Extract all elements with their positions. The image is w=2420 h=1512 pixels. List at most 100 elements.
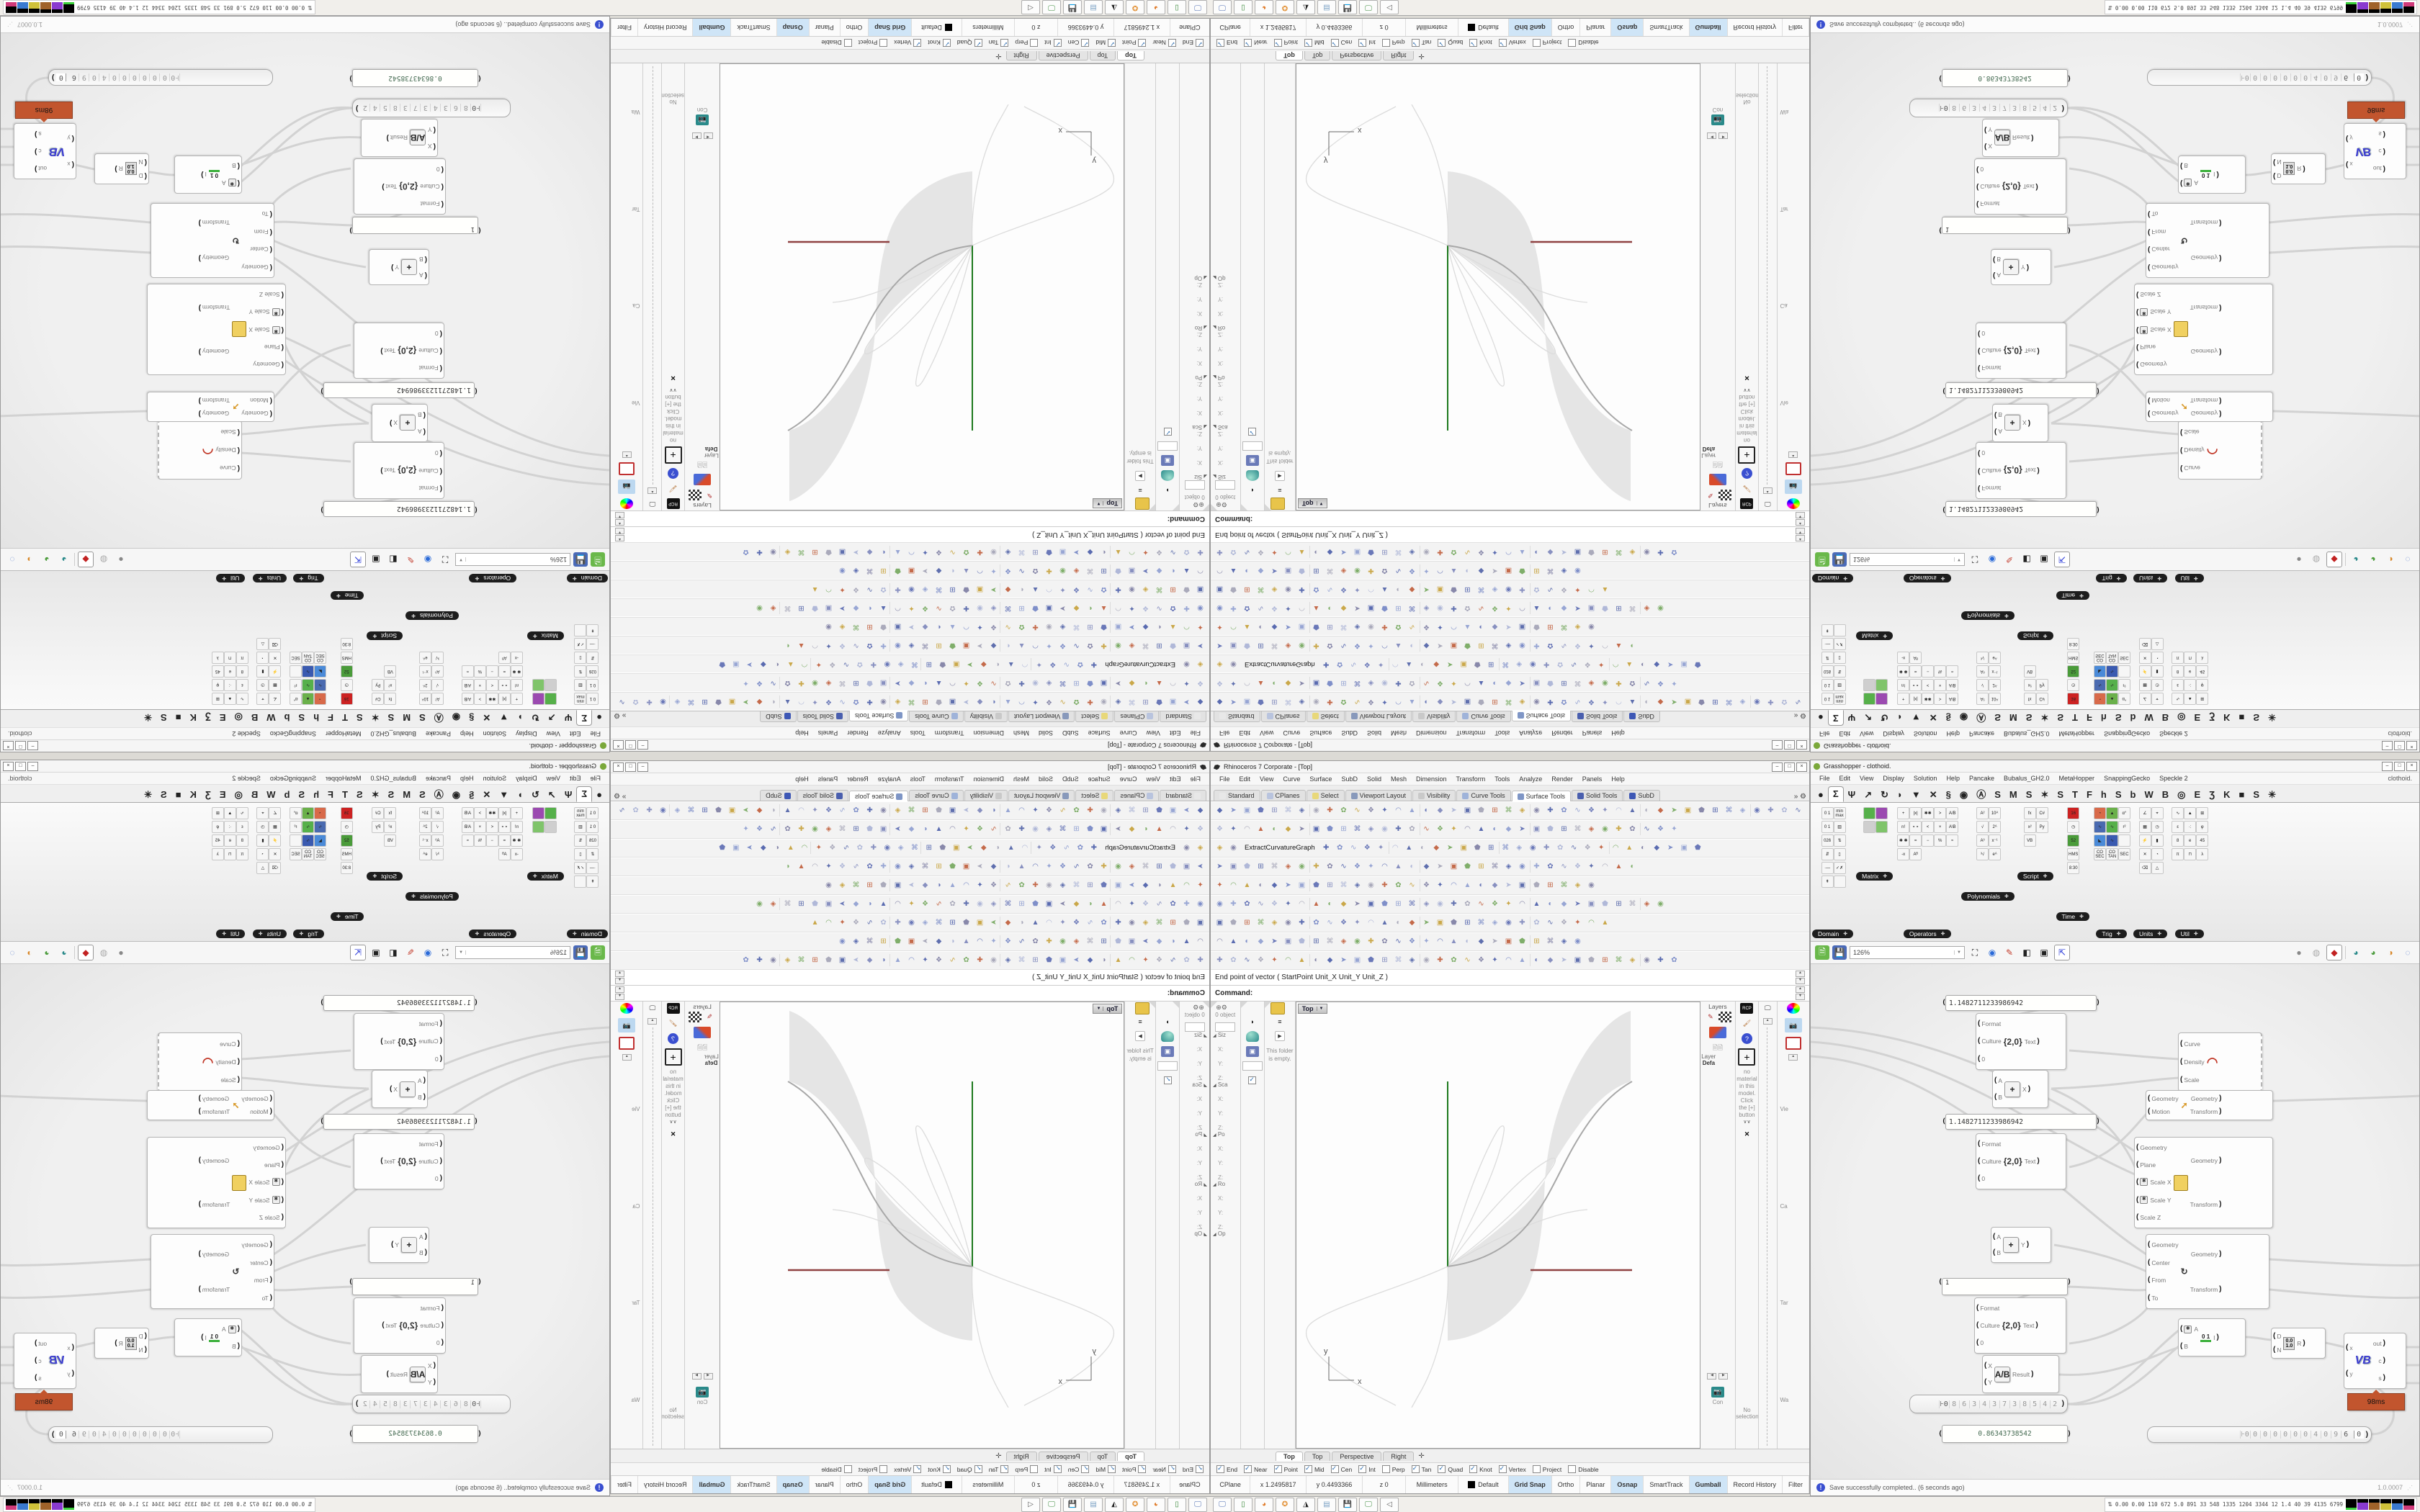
gh-group-bar-script[interactable]: Script ✚	[367, 872, 403, 881]
osnap-near[interactable]: Near	[1152, 1465, 1175, 1473]
toolbar-icon[interactable]: ➤	[892, 677, 904, 689]
close-icon[interactable]: ✕	[1740, 372, 1753, 383]
toolbar-icon[interactable]: ✚	[1365, 935, 1377, 948]
preview-shaded-icon[interactable]: ◆	[78, 945, 94, 960]
gh-component-icon[interactable]: ▮	[2151, 665, 2164, 678]
gh-group-bar-util[interactable]: Util ✚	[216, 930, 245, 938]
toolbar-icon[interactable]: ∿	[1167, 954, 1179, 966]
toolbar-icon[interactable]: ✦	[1029, 696, 1041, 708]
toolbar-icon[interactable]: ⌘	[1351, 823, 1363, 835]
menu-item-mesh[interactable]: Mesh	[1009, 729, 1034, 737]
rhino-titlebar[interactable]: Rhinoceros 7 Corporate - [Top] – □ ×	[611, 739, 1209, 751]
wire-nub[interactable]: (	[1978, 485, 1980, 491]
gh-tab-9[interactable]: ◉	[1955, 710, 1972, 724]
gh-component[interactable]: (✱ A(B 0 1 I)	[174, 1318, 242, 1356]
wire-nub[interactable]: (	[1978, 1158, 1980, 1164]
viewport-tab-right[interactable]: Right	[1383, 1452, 1414, 1461]
menu-item-panels[interactable]: Panels	[1578, 775, 1607, 783]
menu-item-panels[interactable]: Panels	[814, 729, 843, 737]
toolbar-icon[interactable]: ◠	[795, 696, 807, 708]
toolbar-icon[interactable]: ⊞	[1613, 602, 1625, 614]
toolbar-icon[interactable]: ➤	[974, 860, 986, 873]
toolbar-icon[interactable]: ✚	[753, 954, 766, 966]
toolbar-icon[interactable]: ◐	[919, 823, 931, 835]
toolbar-icon[interactable]: ▲	[877, 602, 890, 614]
toolbar-icon[interactable]: ▣	[1585, 898, 1597, 910]
toolbar-icon[interactable]: ⌘	[933, 917, 945, 929]
wire-nub[interactable]: (	[270, 1277, 272, 1283]
toolbar-icon[interactable]: ✚	[960, 898, 972, 910]
gh-digit-scroller[interactable]: ⊦0 8 6 3 4 3 7 3 8 5 4 2)	[352, 1395, 511, 1413]
checkbox-icon[interactable]	[1054, 1465, 1062, 1473]
toolbar-icon[interactable]: ✦	[1365, 639, 1377, 652]
status-toggle-smarttrack[interactable]: SmartTrack	[731, 1476, 776, 1493]
toolbar-icon[interactable]: ⊞	[877, 564, 890, 577]
gh-runtime-badge[interactable]: 98ms	[15, 1393, 73, 1410]
checkbox-icon[interactable]	[844, 39, 852, 47]
gh-component-icon[interactable]: ✱✱	[486, 693, 498, 705]
toolbar-icon[interactable]: ◐	[1392, 917, 1404, 929]
gh-digit-scroller[interactable]: ⊦0 0 0 0 0 0 0 4 0 9 6 0)	[48, 1426, 273, 1443]
toolbar-icon[interactable]: ◠	[1365, 583, 1377, 595]
toolbar-icon[interactable]: ◈	[1296, 696, 1308, 708]
wire-nub[interactable]: )	[2096, 387, 2100, 393]
menu-item-view[interactable]: View	[1255, 729, 1278, 737]
toolbar-icon[interactable]: ⬟	[1153, 696, 1165, 708]
toolbar-icon[interactable]: ➤	[836, 602, 848, 614]
toolbar-icon[interactable]: ◉	[1282, 917, 1294, 929]
gh-component-icon[interactable]: Aᴮ	[1909, 652, 1922, 664]
toolbar-icon[interactable]: ◐	[1626, 639, 1639, 652]
gh-component-icon[interactable]: eᴬ	[1989, 848, 2001, 860]
toolbar-icon[interactable]: ✦	[1033, 658, 1045, 670]
toolbar-icon[interactable]: ◉	[1351, 564, 1363, 577]
checkbox-icon[interactable]	[913, 1465, 921, 1473]
gh-component-icon[interactable]: A/B	[1946, 807, 1958, 819]
gh-component-icon[interactable]: ◷	[256, 679, 269, 691]
menu-item-pancake[interactable]: Pancake	[1965, 774, 1999, 783]
gh-component-icon[interactable]: C#	[372, 807, 384, 819]
gh-tab-24[interactable]: E	[215, 710, 230, 724]
toolbar-icon[interactable]: ◉	[1434, 898, 1446, 910]
toolbar-icon[interactable]: ◐	[1489, 823, 1501, 835]
toolbar-icon[interactable]: ➤	[1268, 935, 1281, 948]
gh-tab-19[interactable]: S	[294, 788, 309, 802]
gumball-axes-icon[interactable]: ⇱	[2054, 945, 2070, 960]
toolbar-icon[interactable]: ⌘	[1255, 583, 1267, 595]
toolbar-icon[interactable]: ✿	[1180, 954, 1193, 966]
toolbar-icon[interactable]: ◈	[1282, 639, 1294, 652]
gh-component-icon[interactable]: ◣	[314, 834, 326, 847]
toolbar-icon[interactable]: ⊞	[1016, 602, 1028, 614]
gh-component-icon[interactable]: Py	[372, 821, 384, 833]
toolbar-icon[interactable]: ❖	[1057, 639, 1069, 652]
command-history-line[interactable]: End point of vector ( StartPoint Unit_X …	[611, 526, 1209, 542]
wire-nub[interactable]: (	[2148, 246, 2150, 252]
boxedit-apply-field[interactable]	[1215, 480, 1235, 490]
render-icon[interactable]	[1709, 1027, 1726, 1038]
toolbar-icon[interactable]: ◈	[1139, 917, 1152, 929]
toolbar-icon[interactable]: ⊞	[1084, 621, 1096, 633]
toolbar-icon[interactable]: ▣	[836, 954, 848, 966]
wire-nub[interactable]: (	[1976, 1323, 1978, 1328]
toolbar-icon[interactable]: ∿	[933, 602, 945, 614]
gh-group-bar-script[interactable]: Script ✚	[2017, 872, 2053, 881]
toolbar-icon[interactable]: ◈	[1268, 583, 1281, 595]
toolbar-icon[interactable]: ◆	[1558, 898, 1570, 910]
toolbar-icon[interactable]: ◆	[933, 564, 945, 577]
expand-arrow-icon[interactable]: ▶	[1135, 1031, 1145, 1041]
toolbar-icon[interactable]: ❖	[1572, 639, 1584, 652]
gh-tab-16[interactable]: T	[338, 710, 352, 724]
sketch-pen-icon[interactable]: ✎	[2002, 552, 2017, 567]
toolbar-icon[interactable]: ✦	[1351, 917, 1363, 929]
rhino-tab-subd[interactable]: SubD	[1623, 711, 1660, 722]
toolbar-icon[interactable]: ◆	[977, 658, 990, 670]
gh-component-icon[interactable]: 45	[2196, 834, 2208, 847]
wire-nub[interactable]: (	[2180, 1041, 2182, 1047]
wire-nub[interactable]: (	[1978, 450, 1980, 456]
gh-component-icon[interactable]	[544, 679, 557, 691]
toolbar-icon[interactable]: ✿	[1558, 696, 1570, 708]
toolbar-icon[interactable]: ▲	[1379, 917, 1391, 929]
wire-nub[interactable]: (	[270, 229, 272, 235]
help-icon[interactable]: ?	[1742, 468, 1752, 479]
checker-icon[interactable]	[689, 490, 702, 500]
gh-tab-4[interactable]: ↻	[527, 788, 544, 802]
